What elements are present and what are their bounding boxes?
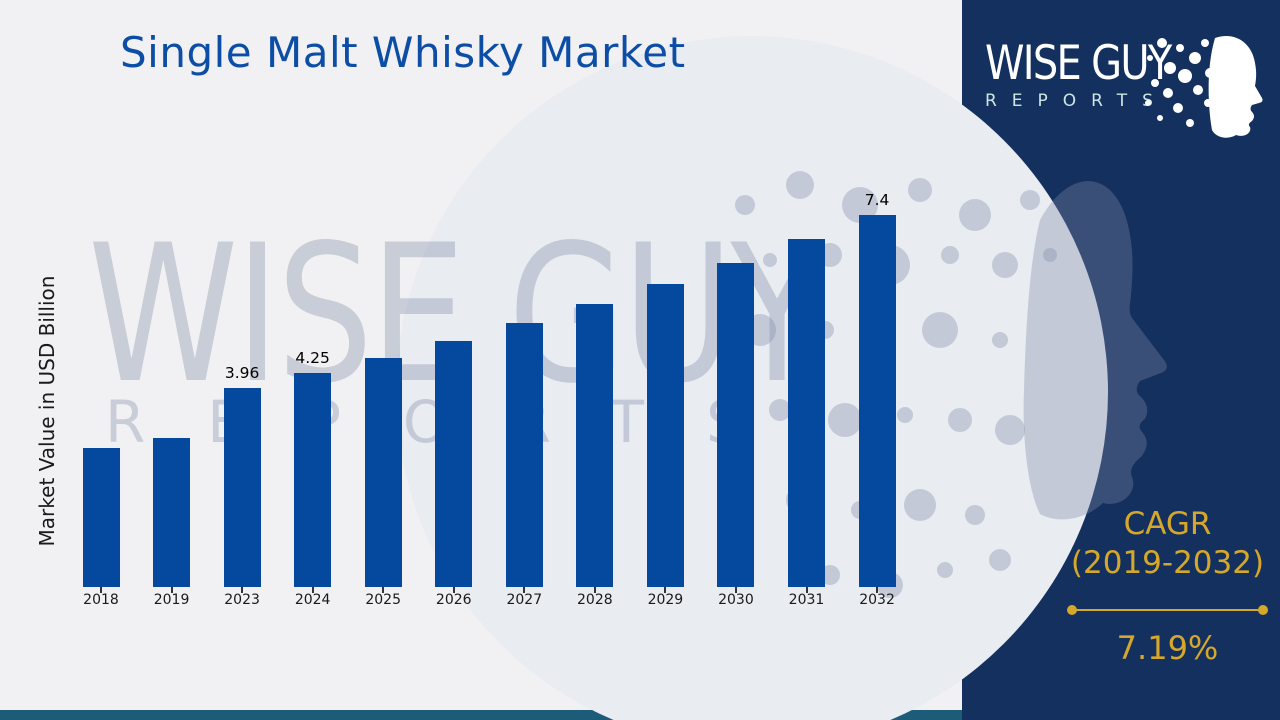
cagr-label: CAGR xyxy=(1123,506,1212,542)
y-axis-label: Market Value in USD Billion xyxy=(35,275,59,547)
bar-2027 xyxy=(505,323,543,587)
x-tick-label-2029: 2029 xyxy=(647,592,684,608)
bar-2026 xyxy=(435,341,473,587)
watermark-logo: WISE GUY REPORTS xyxy=(88,171,1167,598)
x-tick-label-2024: 2024 xyxy=(294,592,331,608)
x-axis-tick xyxy=(170,587,173,593)
page-title: Single Malt Whisky Market xyxy=(120,28,686,77)
value-label-2024: 4.25 xyxy=(295,349,330,367)
x-axis-tick xyxy=(311,587,314,593)
value-label-2032: 7.4 xyxy=(864,191,890,209)
divider-left-dot xyxy=(1067,604,1077,615)
bar-2031 xyxy=(788,239,825,587)
x-axis-tick xyxy=(876,587,879,593)
cagr-block: CAGR (2019-2032) 7.19% xyxy=(1055,505,1280,667)
x-tick-label-2027: 2027 xyxy=(506,592,543,608)
x-tick-label-2019: 2019 xyxy=(153,592,190,608)
bar-2030 xyxy=(717,263,755,587)
bar-2028 xyxy=(576,304,614,587)
x-axis-tick xyxy=(452,587,455,593)
x-axis-tick xyxy=(241,587,244,593)
x-tick-label-2018: 2018 xyxy=(83,592,119,608)
x-axis-tick xyxy=(100,587,102,593)
bottom-accent-strip xyxy=(0,710,962,720)
bar-2032 xyxy=(858,215,896,587)
x-axis-tick xyxy=(523,587,526,593)
watermark-reports: REPORTS xyxy=(105,388,805,456)
x-tick-label-2030: 2030 xyxy=(718,592,754,608)
brand-wordmark: WISE GUY xyxy=(985,36,1172,91)
x-tick-label-2032: 2032 xyxy=(859,592,895,608)
x-axis-tick xyxy=(805,587,808,593)
cagr-value: 7.19% xyxy=(1116,628,1219,667)
x-axis-tick xyxy=(734,587,737,593)
divider-right-dot xyxy=(1258,604,1268,615)
bar-2023 xyxy=(223,388,261,587)
bar-2025 xyxy=(364,358,402,587)
cagr-range: (2019-2032) xyxy=(1070,544,1265,581)
value-label-2023: 3.96 xyxy=(224,364,260,382)
watermark-face-icon xyxy=(1023,181,1167,520)
x-axis-tick xyxy=(664,587,667,593)
brand-face-icon xyxy=(1145,35,1263,138)
brand-logo: WISE GUY REPORTS xyxy=(985,40,1275,111)
x-tick-label-2031: 2031 xyxy=(788,592,825,608)
x-tick-label-2025: 2025 xyxy=(365,592,401,608)
x-tick-label-2026: 2026 xyxy=(435,592,472,608)
cagr-divider xyxy=(1055,604,1280,615)
brand-reports-label: REPORTS xyxy=(985,91,1168,111)
x-axis-tick xyxy=(593,587,596,593)
x-tick-label-2028: 2028 xyxy=(577,592,613,608)
bar-2019 xyxy=(153,438,191,587)
bar-2024 xyxy=(294,373,332,587)
x-axis-tick xyxy=(382,587,385,593)
divider-rule xyxy=(1073,608,1262,611)
bar-2018 xyxy=(82,448,120,587)
x-tick-label-2023: 2023 xyxy=(224,592,260,608)
bar-2029 xyxy=(646,284,684,587)
